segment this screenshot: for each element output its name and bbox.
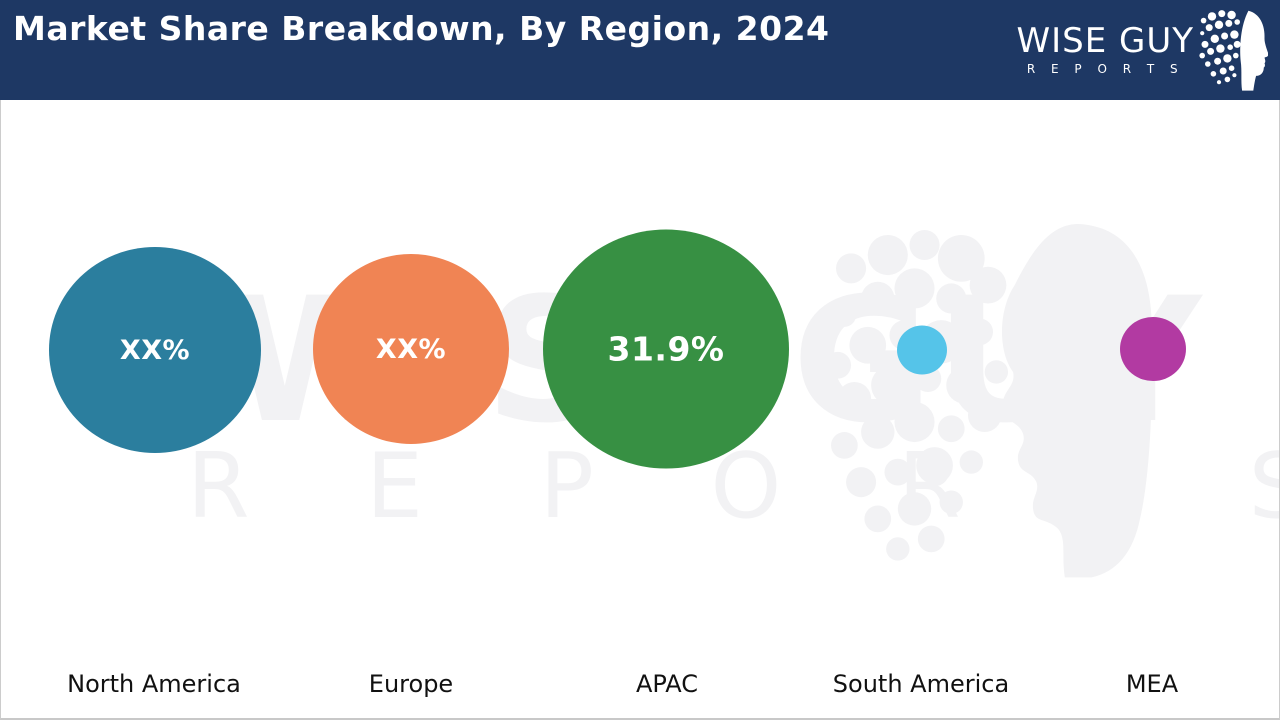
chart-area: WISE GUY R E P O R T S XX% XX% 31.9% Nor…: [0, 100, 1280, 720]
bubble-value: 31.9%: [607, 329, 725, 369]
brand-name: WISE GUY: [1016, 20, 1194, 61]
bubble-mea: [1120, 317, 1186, 381]
watermark-head-profile-icon: [824, 223, 1153, 578]
bubble-value: XX%: [375, 333, 447, 365]
bubble-north-america: XX%: [49, 247, 261, 453]
brand-logo-text: WISE GUY R E P O R T S: [1016, 20, 1194, 77]
bubble-south-america: [897, 325, 947, 375]
brand-subname: R E P O R T S: [1026, 62, 1184, 77]
category-label-south-america: South America: [832, 670, 1010, 698]
category-label-mea: MEA: [1125, 670, 1179, 698]
brand-logo: WISE GUY R E P O R T S: [1016, 2, 1268, 98]
bubble-europe: XX%: [313, 254, 509, 444]
bubble-apac: 31.9%: [543, 229, 789, 469]
page-title: Market Share Breakdown, By Region, 2024: [13, 9, 830, 48]
head-profile-icon: [1199, 10, 1268, 91]
category-label-north-america: North America: [67, 670, 241, 698]
category-label-apac: APAC: [635, 670, 699, 698]
category-label-europe: Europe: [368, 670, 454, 698]
header-bar: Market Share Breakdown, By Region, 2024 …: [0, 0, 1280, 100]
bubble-value: XX%: [119, 334, 191, 366]
